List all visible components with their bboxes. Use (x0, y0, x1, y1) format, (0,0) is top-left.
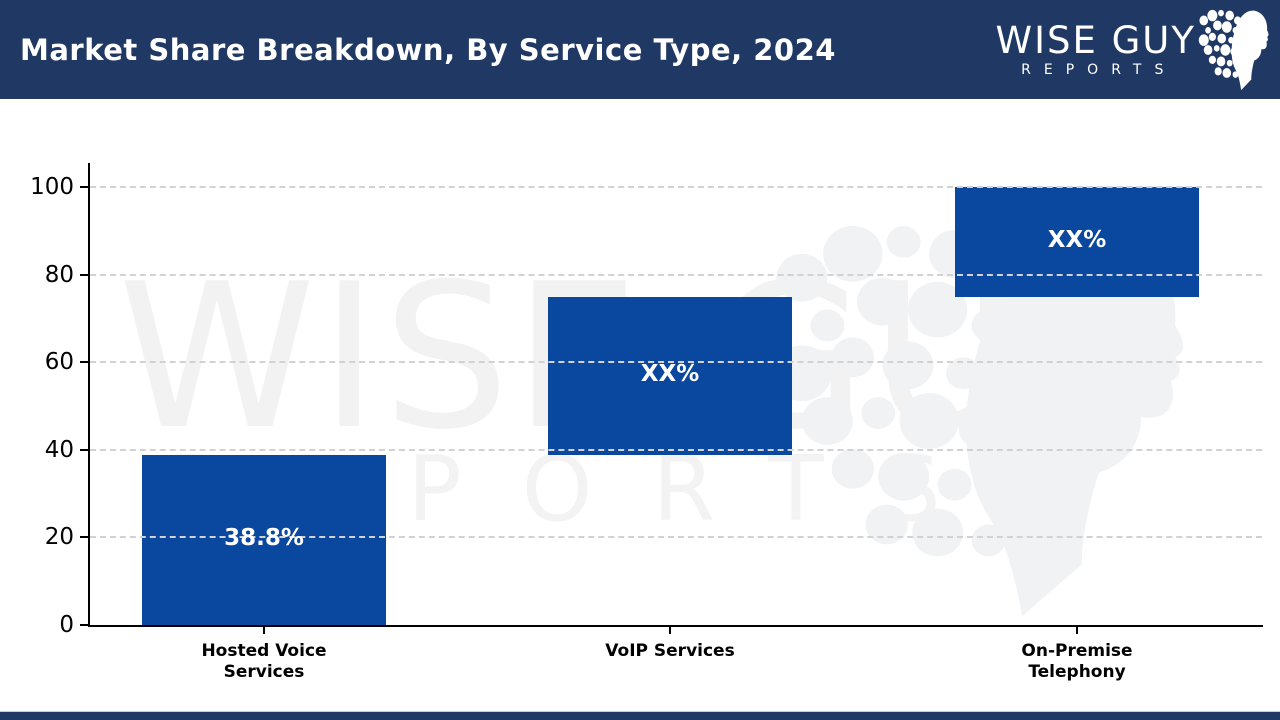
y-axis-tick-label: 60 (44, 349, 74, 375)
category-label: On-Premise Telephony (917, 641, 1237, 683)
y-axis-tick-label: 20 (44, 524, 74, 550)
y-axis-tick (80, 624, 88, 626)
bar-value-label: 38.8% (224, 525, 304, 551)
y-axis-tick-label: 40 (44, 437, 74, 463)
category-label-line: Hosted Voice (201, 641, 327, 661)
gridline (90, 361, 1262, 363)
bar-value-label: XX% (1047, 227, 1107, 253)
wise-guy-reports-logo: WISE GUY REPORTS (996, 9, 1270, 91)
category-label: VoIP Services (510, 641, 830, 662)
y-axis-tick (80, 449, 88, 451)
bar-segment (142, 455, 386, 625)
category-label: Hosted Voice Services (104, 641, 424, 683)
y-axis-tick (80, 536, 88, 538)
category-label-line: VoIP Services (605, 641, 735, 661)
chart-title: Market Share Breakdown, By Service Type,… (20, 32, 836, 67)
gridline (90, 536, 1262, 538)
y-axis-tick (80, 274, 88, 276)
x-axis-tick (263, 627, 265, 634)
gridline (90, 186, 1262, 188)
bar-segment (548, 297, 792, 455)
y-axis-tick-label: 80 (44, 262, 74, 288)
x-axis-tick (669, 627, 671, 634)
logo-wordmark: WISE GUY (995, 19, 1196, 62)
gridline (90, 449, 1262, 451)
category-label-line: Telephony (1028, 662, 1126, 682)
gridline (90, 274, 1262, 276)
x-axis-tick (1076, 627, 1078, 634)
footer-bar (0, 711, 1280, 720)
y-axis-line (88, 163, 90, 627)
x-axis-line (88, 625, 1263, 627)
category-label-line: Services (223, 662, 305, 682)
category-label-line: On-Premise (1021, 641, 1133, 661)
logo-subtitle: REPORTS (1021, 62, 1177, 78)
logo-face-icon (1198, 9, 1269, 90)
y-axis-tick-label: 100 (30, 174, 74, 200)
y-axis-tick (80, 186, 88, 188)
bar-segment (955, 187, 1199, 297)
bar-value-label: XX% (640, 361, 700, 387)
y-axis-tick (80, 361, 88, 363)
header-bar: Market Share Breakdown, By Service Type,… (0, 0, 1280, 99)
y-axis-tick-label: 0 (59, 612, 74, 638)
